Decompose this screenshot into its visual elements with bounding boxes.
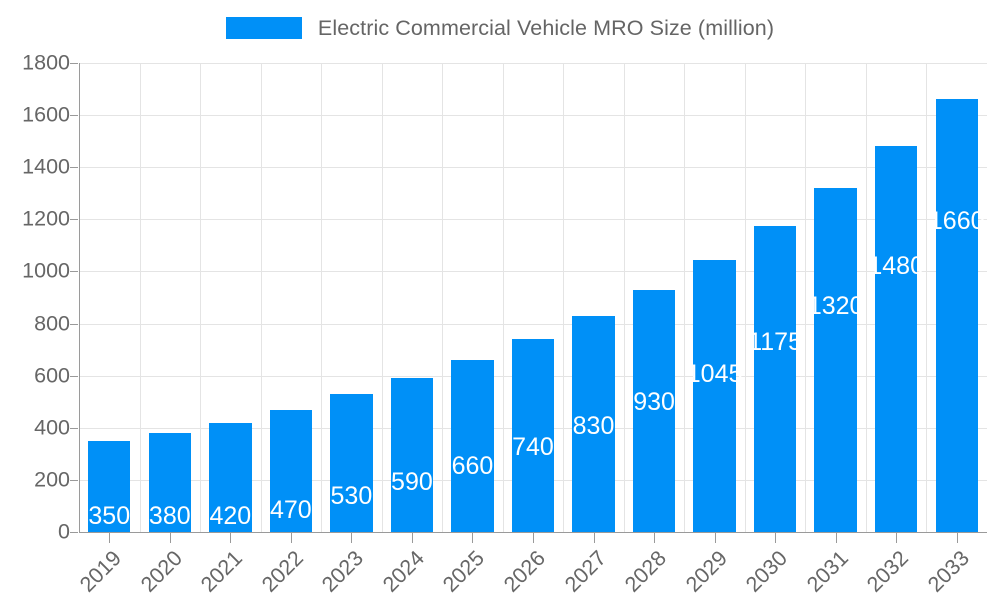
x-axis-tick-label: 2023 [317,546,369,597]
y-axis-line [79,63,80,532]
x-axis-tick-label: 2020 [135,546,187,597]
y-axis-tick-label: 1000 [22,258,70,283]
bar[interactable] [753,225,797,532]
gridline-horizontal [79,115,987,117]
gridline-vertical [624,63,625,532]
y-axis-tick-label: 1400 [22,154,70,179]
x-axis-tick-mark [896,532,897,543]
y-axis-tick-mark [70,219,78,221]
y-axis-tick-label: 200 [34,467,70,492]
bar[interactable] [209,422,252,532]
x-axis-tick-label: 2021 [196,546,248,597]
x-axis-tick-mark [412,532,413,543]
x-axis-tick-label: 2033 [922,546,974,597]
gridline-vertical [321,63,322,532]
gridline-vertical [684,63,685,532]
x-axis-tick-mark [654,532,655,543]
x-axis-tick-mark [291,532,292,543]
y-axis-tick-mark [70,115,78,117]
y-axis-tick-mark [70,271,78,273]
y-axis-tick-label: 1200 [22,206,70,231]
gridline-horizontal [79,219,987,221]
y-axis-tick-mark [70,63,78,64]
x-axis-tick-mark [472,532,473,543]
x-axis-tick-mark [351,532,352,543]
gridline-horizontal [79,63,987,64]
plot-area: 350 380 420 470 530 590 660 740 830 930 1045 1175 13… [79,63,987,543]
x-axis-tick-label: 2025 [438,546,490,597]
gridline-vertical [382,63,383,532]
y-axis-tick-mark [70,323,78,325]
y-axis-tick-mark [70,532,78,533]
gridline-vertical [926,63,927,532]
y-axis-tick-label: 400 [34,415,70,440]
gridline-vertical [261,63,262,532]
y-axis-tick-label: 1600 [22,102,70,127]
gridline-vertical [805,63,806,532]
y-axis-tick-label: 0 [58,519,70,544]
bar[interactable] [390,378,434,532]
gridline-horizontal [79,167,987,169]
bar[interactable] [269,409,313,532]
chart-legend: Electric Commercial Vehicle MRO Size (mi… [0,14,1000,42]
bar[interactable] [632,289,676,532]
legend-color-swatch [225,17,302,39]
bar[interactable] [451,360,494,532]
x-axis-tick-label: 2027 [559,546,611,597]
y-axis-tick-label: 800 [34,311,70,336]
x-axis-tick-mark [109,532,110,543]
y-axis-tick-mark [70,427,78,429]
x-axis-tick-label: 2022 [257,546,308,597]
y-axis-tick-mark [70,375,78,377]
bar[interactable] [88,440,131,532]
x-axis-tick-mark [775,532,776,543]
x-axis-tick-label: 2030 [741,546,793,597]
bar[interactable] [572,315,615,532]
x-axis-tick-mark [533,532,534,543]
bar[interactable] [511,339,555,532]
x-axis-tick-label: 2026 [499,546,550,597]
bar[interactable] [935,99,978,532]
gridline-vertical [140,63,141,532]
x-axis-tick-mark [836,532,837,543]
gridline-horizontal [79,271,987,273]
y-axis-tick-label: 1800 [22,50,70,75]
x-axis-tick-mark [230,532,231,543]
y-axis-tick-labels: 0 200 400 600 800 1000 1200 1400 1600 1800 [0,51,78,544]
x-axis-tick-label: 2028 [620,546,672,597]
legend-label[interactable]: Electric Commercial Vehicle MRO Size (mi… [317,15,775,40]
x-axis-tick-mark [957,532,958,543]
x-axis-tick-label: 2024 [378,546,429,597]
gridline-vertical [200,63,201,532]
bar[interactable] [693,259,736,532]
gridline-vertical [503,63,504,532]
gridline-vertical [563,63,564,532]
x-axis-tick-mark [170,532,171,543]
x-axis-tick-mark [594,532,595,543]
x-axis-tick-mark [715,532,716,543]
bar[interactable] [814,188,857,532]
x-axis-tick-label: 2029 [680,546,732,597]
bar[interactable] [875,146,918,532]
bar[interactable] [330,393,373,532]
gridline-vertical [866,63,867,532]
x-axis-tick-labels: 2019 2020 2021 2022 2023 2024 2025 2026 2027 2028… [75,532,987,600]
y-axis-tick-mark [70,479,78,481]
gridline-vertical [745,63,746,532]
x-axis-tick-label: 2019 [75,546,127,597]
bar[interactable] [148,433,191,532]
gridline-horizontal [79,323,987,325]
y-axis-tick-mark [70,167,78,169]
y-axis-tick-label: 600 [34,363,70,388]
x-axis-tick-label: 2032 [862,546,914,597]
gridline-vertical [442,63,443,532]
x-axis-tick-label: 2031 [801,546,853,597]
